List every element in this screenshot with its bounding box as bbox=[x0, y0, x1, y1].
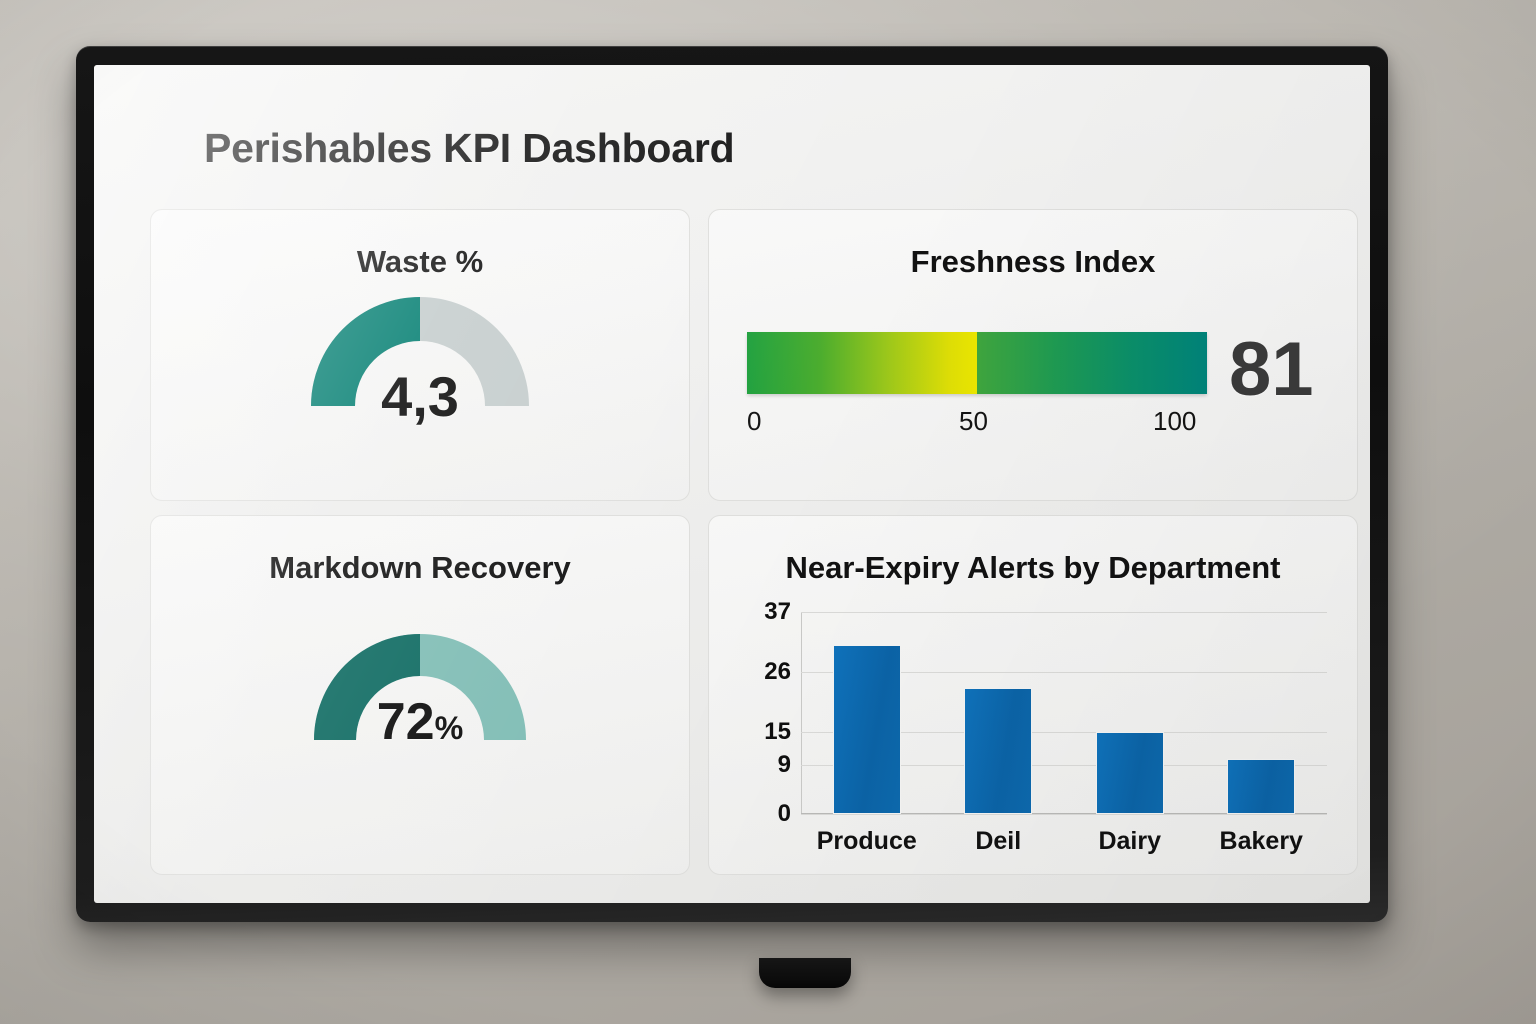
chart-xtick-label: Bakery bbox=[1219, 827, 1303, 855]
chart-y-axis bbox=[801, 612, 802, 814]
chart-ytick-label: 26 bbox=[764, 658, 791, 686]
freshness-bar-segment-low bbox=[747, 332, 977, 394]
card-waste-percent[interactable]: Waste % 4,3 bbox=[150, 209, 690, 501]
markdown-value-number: 72 bbox=[376, 693, 435, 751]
card-near-expiry-alerts[interactable]: Near-Expiry Alerts by Department 0 9 15 26 3… bbox=[708, 515, 1358, 875]
chart-gridline bbox=[801, 612, 1327, 613]
card-title-waste: Waste % bbox=[356, 244, 484, 279]
freshness-bar-area: 0 50 100 81 bbox=[747, 327, 1317, 452]
dashboard: Perishables KPI Dashboard Waste % 4,3 Fr… bbox=[94, 65, 1370, 903]
card-markdown-recovery[interactable]: Markdown Recovery 72% bbox=[150, 515, 690, 875]
chart-bar[interactable] bbox=[1227, 759, 1296, 814]
freshness-value: 81 bbox=[1229, 327, 1314, 412]
chart-xtick-label: Dairy bbox=[1098, 827, 1162, 855]
wall-mounted-monitor: Perishables KPI Dashboard Waste % 4,3 Fr… bbox=[76, 46, 1388, 988]
freshness-bar-segment-high bbox=[977, 332, 1207, 394]
freshness-tick-50: 50 bbox=[959, 406, 988, 436]
chart-xtick-label: Produce bbox=[816, 827, 917, 855]
waste-value: 4,3 bbox=[381, 365, 459, 428]
chart-xtick-label: Deil bbox=[975, 827, 1022, 855]
page-title: Perishables KPI Dashboard bbox=[204, 125, 735, 171]
chart-plot-area: 0 9 15 26 37 Produce Deil Dairy Bakery bbox=[764, 598, 1327, 855]
waste-gauge: 4,3 bbox=[307, 290, 533, 428]
markdown-recovery-gauge: 72% bbox=[309, 626, 531, 751]
freshness-tick-0: 0 bbox=[747, 406, 762, 436]
monitor-screen: Perishables KPI Dashboard Waste % 4,3 Fr… bbox=[94, 65, 1370, 903]
chart-bar[interactable] bbox=[964, 688, 1033, 814]
card-freshness-index[interactable]: Freshness Index 0 50 100 81 bbox=[708, 209, 1358, 501]
chart-bar[interactable] bbox=[1095, 732, 1164, 814]
freshness-gradient-bar[interactable] bbox=[747, 332, 1207, 394]
chart-gridline bbox=[801, 814, 1327, 815]
chart-bar[interactable] bbox=[832, 644, 901, 814]
chart-ytick-label: 0 bbox=[777, 800, 791, 827]
monitor-mount-nub bbox=[759, 958, 851, 988]
near-expiry-bar-chart[interactable]: 0 9 15 26 37 Produce Deil Dairy Bakery bbox=[723, 598, 1343, 856]
chart-ytick-label: 37 bbox=[764, 598, 791, 625]
card-title-markdown: Markdown Recovery bbox=[269, 550, 571, 585]
markdown-value-unit: % bbox=[434, 710, 464, 746]
card-title-alerts: Near-Expiry Alerts by Department bbox=[785, 550, 1281, 585]
chart-ytick-label: 9 bbox=[777, 750, 791, 778]
freshness-tick-100: 100 bbox=[1153, 406, 1197, 436]
card-title-freshness: Freshness Index bbox=[910, 244, 1156, 279]
chart-ytick-label: 15 bbox=[764, 718, 791, 746]
markdown-value: 72% bbox=[309, 692, 531, 752]
